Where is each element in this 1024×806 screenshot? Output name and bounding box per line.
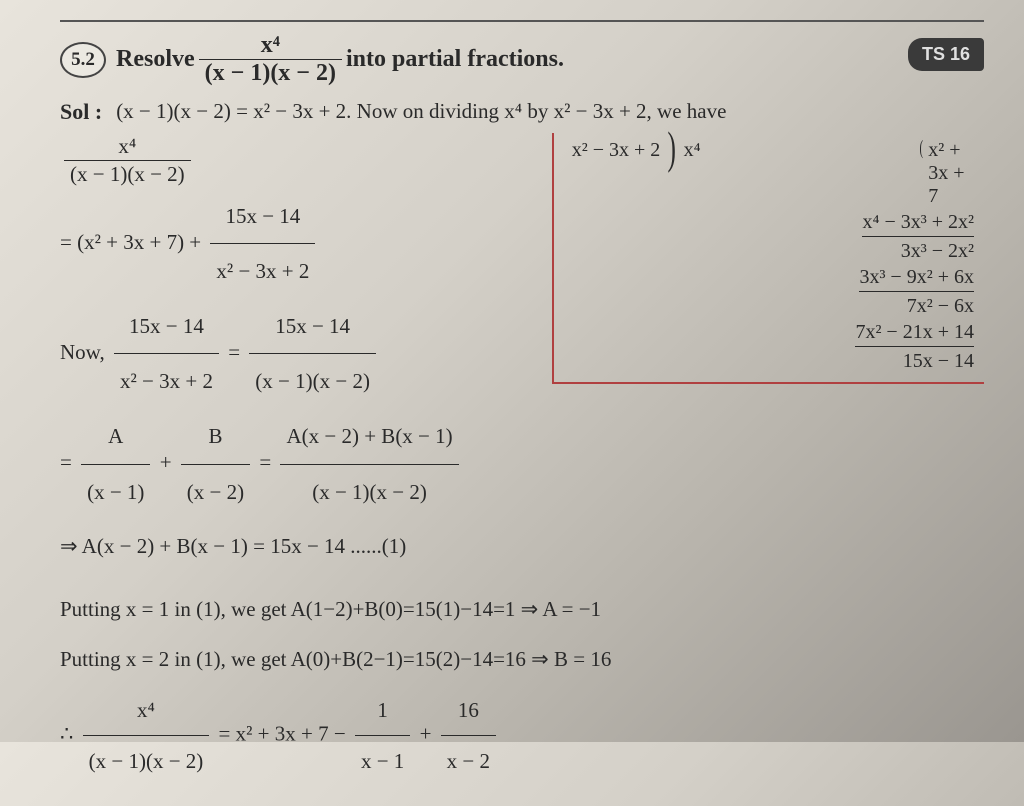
fB-num: 1	[355, 685, 410, 735]
fC-den: x − 2	[441, 735, 496, 786]
eq4: = A (x − 1) + B (x − 2) = A(x − 2) + B(x…	[60, 409, 552, 519]
eq4-plus: +	[160, 450, 172, 474]
sol-line1: (x − 1)(x − 2) = x² − 3x + 2. Now on div…	[116, 99, 726, 123]
eq3-eq: =	[228, 340, 240, 364]
left-column: x⁴ (x − 1)(x − 2) = (x² + 3x + 7) + 15x …	[60, 133, 552, 574]
fA-den: (x − 1)(x − 2)	[83, 735, 210, 786]
problem-number: 5.2	[60, 42, 106, 78]
verb: Resolve	[116, 46, 195, 73]
eq4c-num: A(x − 2) + B(x − 1)	[280, 409, 458, 464]
ldiv-s4: 7x² − 6x	[572, 295, 974, 318]
eq4a-den: (x − 1)	[81, 464, 150, 520]
eq4-eq: =	[259, 450, 271, 474]
page: TS 16 5.2 Resolve x⁴ (x − 1)(x − 2) into…	[0, 0, 1024, 806]
final: ∴ x⁴ (x − 1)(x − 2) = x² + 3x + 7 − 1 x …	[60, 685, 984, 787]
long-division: x² − 3x + 2 ) x⁴ ( x² + 3x + 7 x⁴ − 3x³ …	[552, 133, 984, 384]
fA-num: x⁴	[83, 685, 210, 735]
fC-num: 16	[441, 685, 496, 735]
eq4b-num: B	[181, 409, 250, 464]
eq3: Now, 15x − 14 x² − 3x + 2 = 15x − 14 (x …	[60, 299, 552, 409]
eq3b-num: 15x − 14	[249, 299, 376, 354]
eq2-pre: = (x² + 3x + 7) +	[60, 230, 201, 254]
ldiv-s1: x⁴ − 3x³ + 2x²	[862, 211, 974, 237]
solution-intro: Sol : (x − 1)(x − 2) = x² − 3x + 2. Now …	[60, 99, 984, 125]
put2: Putting x = 2 in (1), we get A(0)+B(2−1)…	[60, 634, 984, 684]
quot-paren: (	[919, 137, 923, 160]
top-rule	[60, 20, 984, 22]
quotient: x² + 3x + 7	[928, 139, 974, 208]
eq2-den: x² − 3x + 2	[210, 243, 315, 299]
frac-num: x⁴	[199, 32, 342, 59]
eq4c-den: (x − 1)(x − 2)	[280, 464, 458, 520]
eq1-num: x⁴	[64, 133, 191, 160]
eq4a-num: A	[81, 409, 150, 464]
question: 5.2 Resolve x⁴ (x − 1)(x − 2) into parti…	[60, 32, 908, 87]
eq1-den: (x − 1)(x − 2)	[64, 160, 191, 188]
frac-den: (x − 1)(x − 2)	[199, 59, 342, 87]
full-width: Putting x = 1 in (1), we get A(1−2)+B(0)…	[60, 584, 984, 787]
eq3b-den: (x − 1)(x − 2)	[249, 353, 376, 409]
eq2-num: 15x − 14	[210, 189, 315, 244]
dividend: x⁴	[684, 139, 701, 161]
eq2: = (x² + 3x + 7) + 15x − 14 x² − 3x + 2	[60, 189, 552, 299]
eq4b-den: (x − 2)	[181, 464, 250, 520]
eq1: x⁴ (x − 1)(x − 2)	[60, 133, 552, 189]
eq3a-num: 15x − 14	[114, 299, 219, 354]
eq5: ⇒ A(x − 2) + B(x − 1) = 15x − 14 ......(…	[60, 519, 552, 574]
put1: Putting x = 1 in (1), we get A(1−2)+B(0)…	[60, 584, 984, 634]
ldiv-s3: 3x³ − 9x² + 6x	[859, 266, 974, 292]
exam-tag: TS 16	[908, 38, 984, 71]
divisor: x² − 3x + 2	[572, 139, 661, 162]
div-paren: )	[668, 137, 676, 159]
two-column: x⁴ (x − 1)(x − 2) = (x² + 3x + 7) + 15x …	[60, 133, 984, 574]
question-fraction: x⁴ (x − 1)(x − 2)	[199, 32, 342, 87]
ldiv-s2: 3x³ − 2x²	[572, 240, 974, 263]
ldiv-s6: 15x − 14	[572, 350, 974, 373]
eq3a-den: x² − 3x + 2	[114, 353, 219, 409]
question-tail: into partial fractions.	[346, 46, 564, 73]
now-label: Now,	[60, 340, 105, 364]
fB-den: x − 1	[355, 735, 410, 786]
sol-label: Sol :	[60, 99, 102, 125]
eq4-pre: =	[60, 450, 72, 474]
ldiv-s5: 7x² − 21x + 14	[855, 321, 974, 347]
